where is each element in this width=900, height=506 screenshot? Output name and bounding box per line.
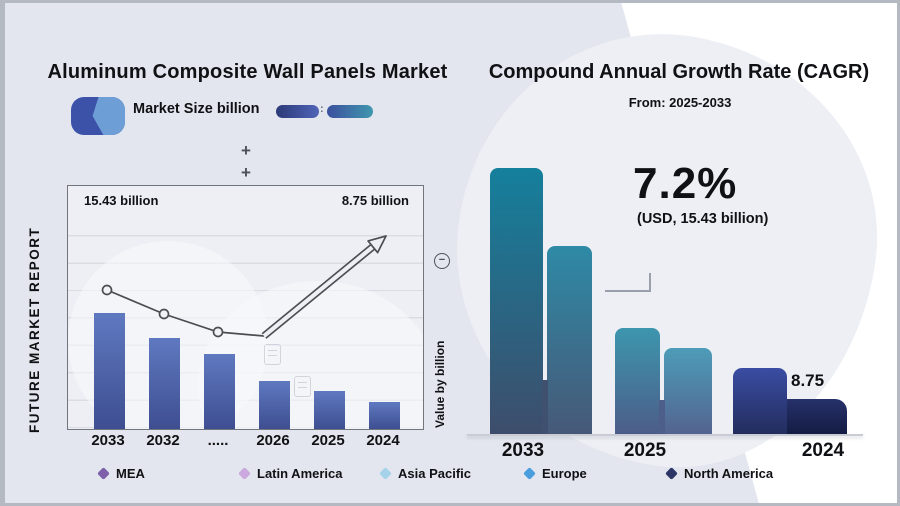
end-value-label: 8.75 billion <box>341 193 409 208</box>
region-legend: MEA Latin America Asia Pacific Europe North … <box>5 465 897 491</box>
legend-diamond-icon <box>665 467 678 480</box>
document-watermark-icon <box>294 376 311 397</box>
grouped-bar-2024-1 <box>733 368 787 435</box>
bar-2033 <box>94 313 125 429</box>
trend-arrow-overlay <box>101 235 387 339</box>
legend-label: Latin America <box>257 466 343 481</box>
x-axis-label: 2026 <box>256 432 290 449</box>
cagr-value: 7.2% <box>633 159 738 208</box>
bar-2024 <box>369 402 400 429</box>
x-axis-label: 2024 <box>801 440 845 461</box>
cagr-usd-note: (USD, 15.43 billion) <box>637 211 769 227</box>
x-axis-label: 2033 <box>501 440 545 461</box>
bar-2026 <box>259 381 290 429</box>
grouped-bar-2024-2 <box>787 399 847 435</box>
bar-..... <box>204 354 235 429</box>
corner-line-decoration <box>605 290 651 292</box>
legend-diamond-icon <box>379 467 392 480</box>
bar-merge-fill <box>659 400 665 435</box>
grouped-bar-2025-2 <box>664 348 712 435</box>
legend-label: North America <box>684 466 774 481</box>
document-watermark-icon <box>264 344 281 365</box>
market-size-pill-icon <box>71 97 125 135</box>
cagr-grouped-bar-chart: 2033 2025 2024 <box>5 3 897 503</box>
left-chart-bars <box>68 186 423 429</box>
x-axis-label: 2024 <box>366 432 400 449</box>
ratio-separator: : <box>320 103 324 115</box>
bar-2025 <box>314 391 345 429</box>
x-axis-label: 2033 <box>91 432 125 449</box>
ratio-pill-left-icon <box>276 105 319 118</box>
value-annotation-8-75: 8.75 <box>791 371 825 390</box>
right-chart-baseline <box>467 434 863 436</box>
bar-merge-fill <box>542 380 548 435</box>
market-size-bar-chart: 15.43 billion 8.75 billion <box>67 185 424 430</box>
left-chart-x-axis-labels: 2033 2032..... 2026 2025 2024 <box>67 432 422 452</box>
corner-line-decoration <box>649 273 651 292</box>
legend-label: Europe <box>542 466 587 481</box>
legend-label: Asia Pacific <box>398 466 471 481</box>
zoom-out-icon: − <box>434 253 450 269</box>
legend-diamond-icon <box>523 467 536 480</box>
cagr-period-subtitle: From: 2025-2033 <box>628 95 732 110</box>
bar-2032 <box>149 338 180 429</box>
plus-icon: + <box>241 163 251 182</box>
plus-icon: + <box>241 141 251 160</box>
legend-label: MEA <box>116 466 145 481</box>
grouped-bar-2033-1 <box>490 168 543 435</box>
legend-diamond-icon <box>238 467 251 480</box>
grouped-bar-2033-2 <box>547 246 592 435</box>
ratio-pill-right-icon <box>327 105 373 118</box>
legend-diamond-icon <box>97 467 110 480</box>
x-axis-label: 2025 <box>623 440 667 461</box>
page-title-right: Compound Annual Growth Rate (CAGR) <box>488 61 870 83</box>
x-axis-label: ..... <box>207 432 229 449</box>
page-title-left: Aluminum Composite Wall Panels Market <box>47 61 448 83</box>
x-axis-label: 2032 <box>146 432 180 449</box>
market-size-label: Market Size billion <box>133 101 260 117</box>
grouped-bar-2025-1 <box>615 328 660 435</box>
start-value-label: 15.43 billion <box>84 193 159 208</box>
x-axis-label: 2025 <box>311 432 345 449</box>
